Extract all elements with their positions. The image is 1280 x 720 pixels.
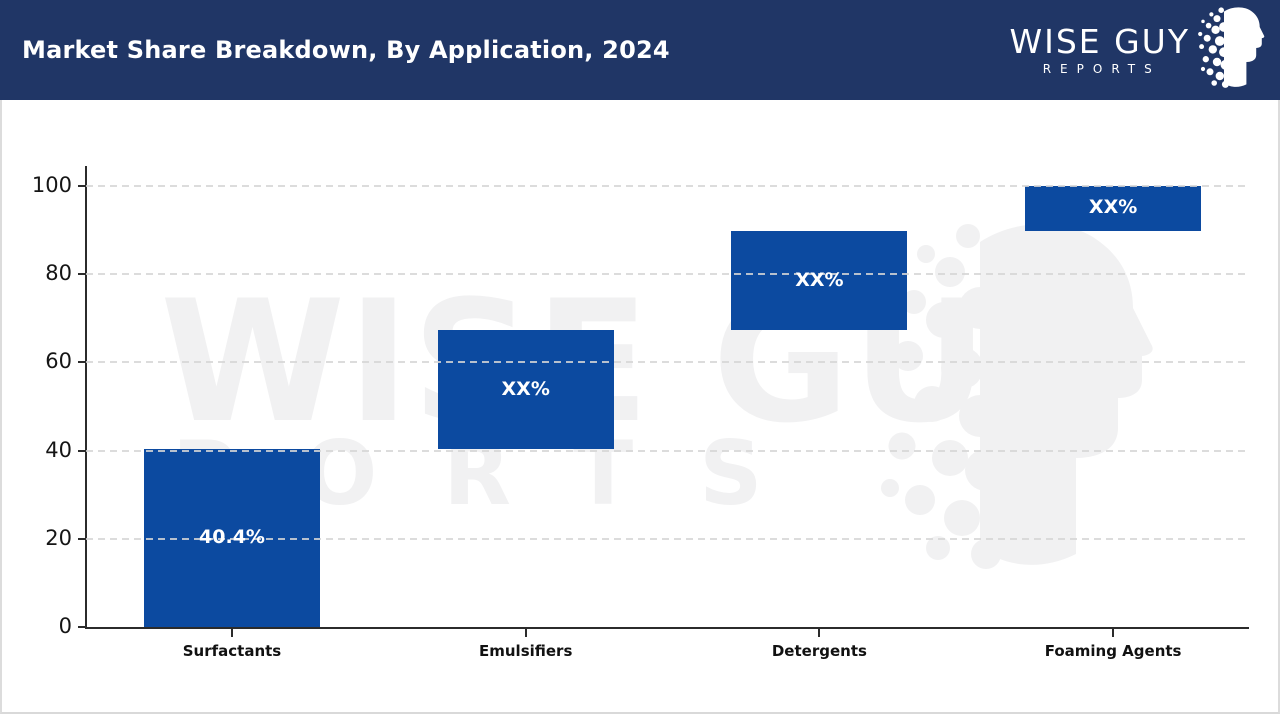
watermark-head-icon	[860, 218, 1160, 582]
x-tick-mark	[818, 629, 821, 637]
header-bar: Market Share Breakdown, By Application, …	[0, 0, 1280, 100]
y-tick-mark	[78, 537, 85, 540]
brand-subname: REPORTS	[1042, 61, 1161, 76]
x-axis-line	[85, 627, 1249, 629]
bar-emulsifiers	[437, 330, 614, 449]
bar-value-label: XX%	[501, 377, 550, 400]
gridline	[86, 537, 1248, 540]
logo-head-icon	[1196, 6, 1266, 94]
y-tick-mark	[78, 361, 85, 364]
y-tick-label: 80	[45, 261, 72, 286]
y-tick-label: 0	[58, 614, 72, 638]
y-tick-mark	[78, 449, 85, 452]
gridline	[86, 185, 1248, 187]
bar-detergents	[731, 230, 908, 331]
category-label: Surfactants	[182, 642, 282, 660]
gridline	[86, 361, 1248, 364]
gridline	[86, 273, 1248, 276]
y-tick-mark	[78, 626, 85, 628]
x-tick-mark	[1112, 629, 1115, 637]
y-tick-label: 40	[45, 437, 72, 462]
x-tick-mark	[524, 629, 527, 637]
x-tick-mark	[231, 629, 233, 637]
y-tick-label: 100	[31, 173, 72, 197]
gridline	[86, 449, 1248, 452]
page-title: Market Share Breakdown, By Application, …	[22, 36, 670, 64]
category-label: Emulsifiers	[478, 642, 573, 660]
brand-logo: WISE GUY REPORTS	[1009, 6, 1280, 94]
bar-value-label: XX%	[795, 268, 844, 291]
brand-logo-text: WISE GUY REPORTS	[1009, 25, 1190, 76]
bar-value-label: XX%	[1088, 196, 1138, 219]
y-axis-line	[85, 166, 87, 629]
y-tick-label: 20	[45, 525, 72, 550]
bar-foaming-agents	[1025, 186, 1202, 231]
category-label: Foaming Agents	[1044, 642, 1182, 660]
plot-area: WISE GU PORTS 02040608010040.4%Surfactan…	[0, 100, 1280, 714]
brand-name: WISE GUY	[1009, 21, 1190, 61]
y-tick-mark	[78, 185, 85, 187]
y-tick-label: 60	[45, 349, 72, 374]
y-tick-mark	[78, 273, 85, 276]
category-label: Detergents	[771, 642, 867, 660]
bar-value-label: 40.4%	[199, 525, 265, 548]
